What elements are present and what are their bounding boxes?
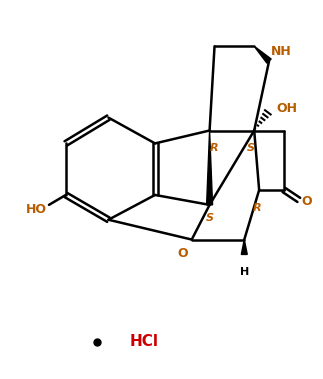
Polygon shape: [207, 130, 213, 205]
Text: R: R: [253, 203, 262, 213]
Polygon shape: [241, 240, 247, 254]
Polygon shape: [254, 46, 271, 63]
Text: HO: HO: [26, 203, 47, 216]
Text: NH: NH: [271, 45, 292, 58]
Text: O: O: [302, 196, 312, 208]
Text: S: S: [247, 143, 255, 153]
Text: S: S: [205, 213, 214, 223]
Text: O: O: [178, 247, 188, 260]
Text: HCl: HCl: [130, 334, 159, 349]
Text: R: R: [210, 143, 219, 153]
Text: H: H: [240, 267, 249, 277]
Text: OH: OH: [276, 102, 297, 115]
